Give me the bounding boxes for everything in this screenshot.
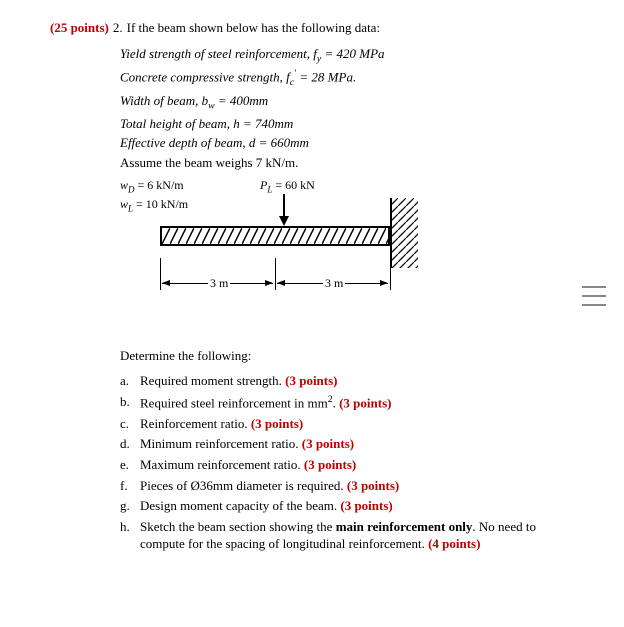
load-arrow-icon: [278, 194, 290, 226]
given-data: Yield strength of steel reinforcement, f…: [120, 44, 574, 172]
question-list: a. Required moment strength. (3 points) …: [120, 372, 574, 552]
menu-icon[interactable]: [582, 286, 606, 306]
list-item: e. Maximum reinforcement ratio. (3 point…: [120, 456, 574, 474]
question-prompt: If the beam shown below has the followin…: [127, 20, 380, 36]
points-label: (25 points): [50, 20, 109, 36]
list-item: d. Minimum reinforcement ratio. (3 point…: [120, 435, 574, 453]
determine-label: Determine the following:: [120, 348, 574, 364]
list-item: f. Pieces of Ø36mm diameter is required.…: [120, 477, 574, 495]
list-item: h. Sketch the beam section showing the m…: [120, 518, 574, 553]
dimensions: 3 m 3 m: [160, 258, 390, 308]
beam-figure: PL = 60 kN wD = 6 kN/m wL = 10 kN/m: [120, 178, 440, 338]
question-number: 2.: [113, 20, 123, 36]
list-item: g. Design moment capacity of the beam. (…: [120, 497, 574, 515]
list-item: c. Reinforcement ratio. (3 points): [120, 415, 574, 433]
list-item: b. Required steel reinforcement in mm2. …: [120, 393, 574, 412]
beam-hatch: [162, 228, 388, 244]
list-item: a. Required moment strength. (3 points): [120, 372, 574, 390]
wall-hatch: [390, 198, 418, 268]
